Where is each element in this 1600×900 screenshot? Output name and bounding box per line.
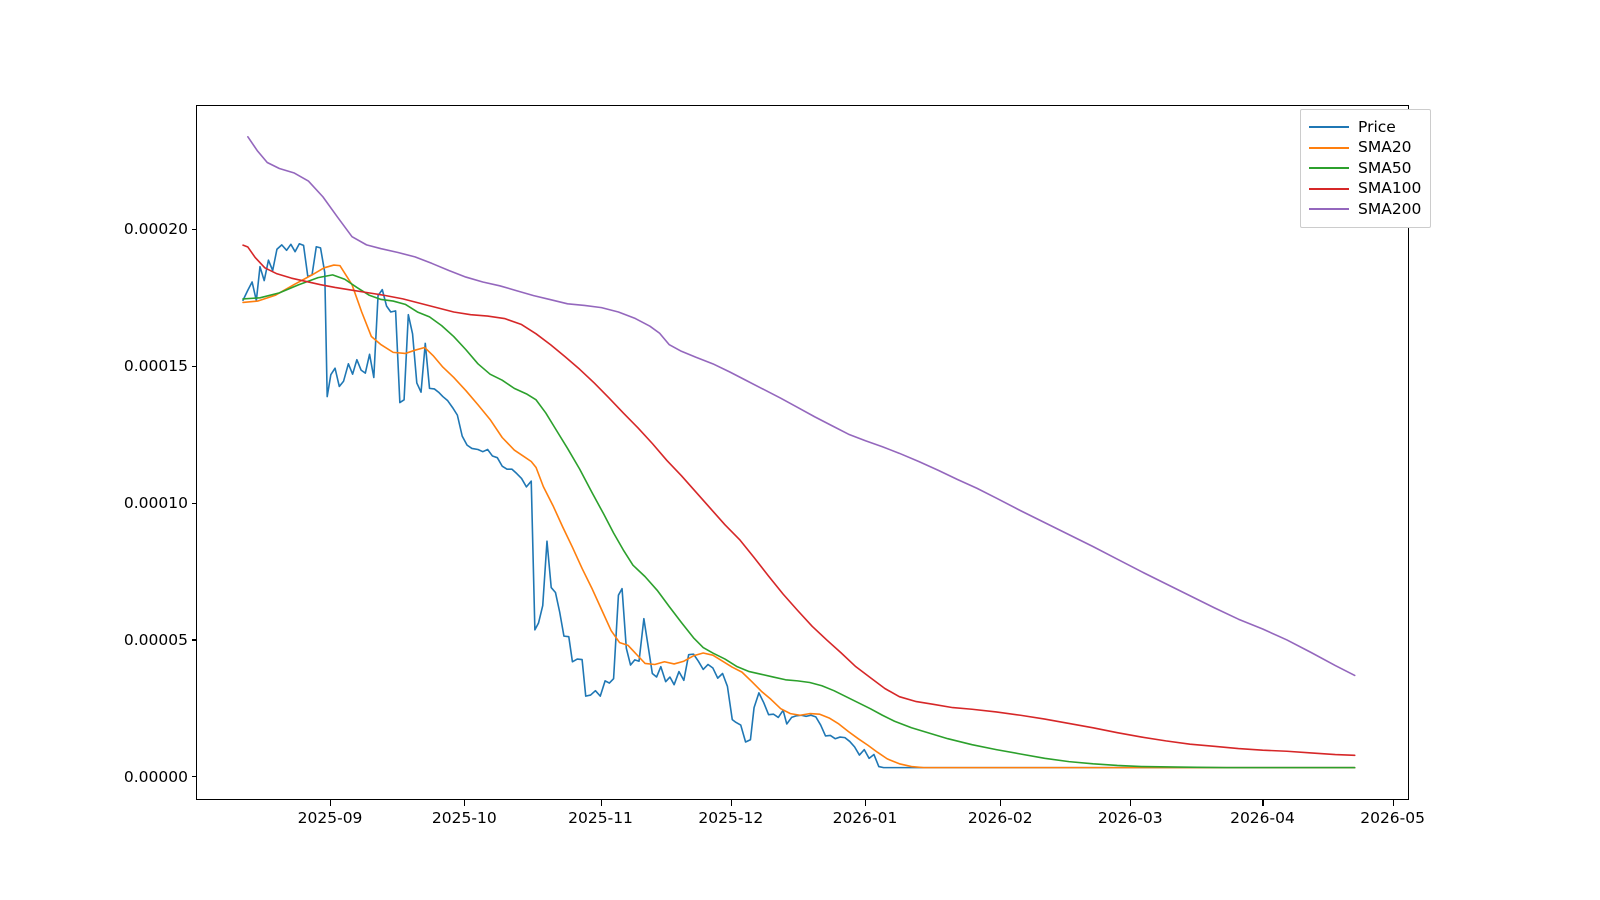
y-axis-tick-labels: 0.00000 0.00005 0.00010 0.00015 0.00020 bbox=[0, 105, 198, 800]
x-tick-label: 2026-01 bbox=[832, 809, 898, 827]
x-tick-label: 2025-11 bbox=[568, 809, 633, 827]
x-tick-label: 2025-09 bbox=[297, 809, 363, 827]
x-tick-label: 2026-05 bbox=[1360, 809, 1425, 827]
line-series-sma200 bbox=[248, 137, 1355, 676]
legend-item-sma200: SMA200 bbox=[1309, 199, 1421, 220]
line-series-sma50 bbox=[243, 275, 1355, 768]
x-tick-label: 2026-03 bbox=[1097, 809, 1163, 827]
x-tick-mark bbox=[600, 800, 602, 806]
legend-color-swatch bbox=[1309, 126, 1349, 129]
line-series-price bbox=[243, 244, 1355, 768]
legend-item-price: Price bbox=[1309, 117, 1421, 138]
x-tick-mark bbox=[330, 800, 332, 806]
plot-axes bbox=[196, 105, 1409, 800]
legend-label: SMA200 bbox=[1358, 199, 1422, 218]
y-tick-mark bbox=[192, 228, 198, 231]
x-tick-mark bbox=[1262, 800, 1264, 806]
legend-item-sma20: SMA20 bbox=[1309, 138, 1421, 159]
x-tick-mark bbox=[1392, 800, 1394, 806]
y-tick-label: 0.00010 bbox=[123, 494, 188, 513]
legend-label: Price bbox=[1358, 117, 1396, 136]
x-tick-mark bbox=[864, 800, 867, 806]
x-tick-mark bbox=[464, 800, 466, 806]
legend-color-swatch bbox=[1309, 187, 1349, 190]
line-series-sma20 bbox=[243, 265, 1355, 768]
y-tick-label: 0.00020 bbox=[123, 220, 188, 239]
x-tick-label: 2025-10 bbox=[431, 809, 497, 827]
legend-label: SMA100 bbox=[1358, 179, 1422, 197]
legend-item-sma100: SMA100 bbox=[1309, 179, 1421, 200]
chart-legend: Price SMA20 SMA50 SMA100 SMA200 bbox=[1300, 109, 1432, 228]
legend-color-swatch bbox=[1309, 208, 1349, 211]
x-tick-mark bbox=[730, 800, 732, 806]
x-tick-label: 2026-04 bbox=[1230, 809, 1295, 827]
x-tick-label: 2025-12 bbox=[698, 809, 764, 827]
legend-label: SMA50 bbox=[1358, 158, 1412, 177]
y-tick-mark bbox=[192, 365, 198, 367]
x-tick-label: 2026-02 bbox=[967, 809, 1033, 827]
y-tick-mark bbox=[192, 502, 198, 504]
legend-item-sma50: SMA50 bbox=[1309, 158, 1421, 179]
x-tick-mark bbox=[1130, 800, 1132, 806]
y-tick-mark bbox=[192, 639, 198, 641]
y-tick-mark bbox=[192, 776, 198, 778]
legend-color-swatch bbox=[1309, 146, 1349, 149]
x-axis-tick-labels: 2025-09 2025-10 2025-11 2025-12 2026-01 2026-… bbox=[196, 800, 1425, 840]
legend-color-swatch bbox=[1309, 167, 1349, 170]
x-tick-mark bbox=[1000, 800, 1002, 806]
line-series-sma100 bbox=[243, 245, 1355, 755]
legend-label: SMA20 bbox=[1358, 138, 1412, 156]
y-tick-label: 0.00000 bbox=[123, 767, 188, 786]
y-tick-label: 0.00015 bbox=[123, 357, 188, 376]
y-tick-label: 0.00005 bbox=[123, 630, 188, 649]
plot-lines bbox=[197, 106, 1408, 799]
